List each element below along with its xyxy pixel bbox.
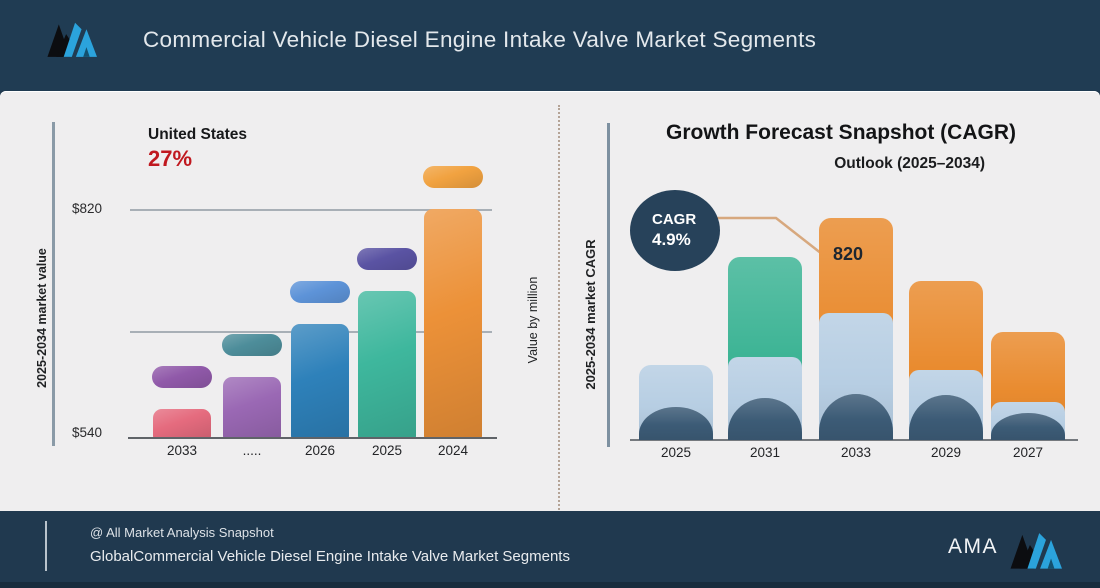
footer-report-title: GlobalCommercial Vehicle Diesel Engine I…: [90, 548, 570, 565]
x-label-2033: 2033: [166, 443, 198, 458]
ama-logo-icon: [1010, 533, 1062, 569]
x-label-2033: 2033: [840, 445, 872, 460]
bar-segment-2029-navy: [909, 395, 983, 440]
footer-snapshot-text: @ All Market Analysis Snapshot: [90, 525, 274, 540]
bar-.....: [223, 376, 281, 439]
cagr-badge-value: 4.9%: [652, 230, 691, 250]
panel-divider: [558, 105, 560, 581]
bar-2033: [153, 409, 211, 438]
bar-cap-.....: [222, 333, 282, 356]
right-chart-title: Growth Forecast Snapshot (CAGR): [665, 121, 1017, 144]
x-label-.....: .....: [242, 443, 262, 458]
left-chart-title: United States: [148, 126, 248, 143]
left-y-axis-line: [52, 122, 55, 446]
ama-logo-icon: [47, 22, 97, 57]
cagr-connector-line: [704, 216, 823, 255]
x-label-2024: 2024: [437, 443, 469, 458]
bar-2024: [424, 209, 482, 438]
left-x-axis-line: [128, 437, 497, 439]
bar-2026: [291, 323, 349, 438]
cagr-badge-label: CAGR: [652, 210, 697, 228]
footer-brand-text: AMA: [948, 535, 999, 558]
y-tick-820: $820: [72, 201, 103, 216]
right-chart-subtitle: Outlook (2025–2034): [834, 155, 985, 172]
bar-cap-2024: [423, 166, 483, 188]
x-label-2027: 2027: [1012, 445, 1044, 460]
footer-bar: @ All Market Analysis Snapshot GlobalCom…: [0, 511, 1100, 588]
left-y-axis-title: 2025-2034 market value: [35, 248, 49, 388]
page-title: Commercial Vehicle Diesel Engine Intake …: [143, 27, 817, 52]
left-chart-highlight: 27%: [148, 146, 193, 171]
x-label-2025: 2025: [371, 443, 403, 458]
cagr-badge: CAGR 4.9%: [630, 190, 720, 271]
x-label-2031: 2031: [749, 445, 781, 460]
footer-divider-line: [45, 521, 47, 571]
x-label-2025: 2025: [660, 445, 692, 460]
value-by-million-label: Value by million: [526, 276, 540, 364]
header-bar: Commercial Vehicle Diesel Engine Intake …: [0, 0, 1100, 91]
x-label-2026: 2026: [304, 443, 336, 458]
bar-2025: [358, 290, 416, 439]
x-label-2029: 2029: [930, 445, 962, 460]
right-y-axis-title: 2025-2034 market CAGR: [583, 239, 598, 390]
chart-card: 2025-2034 market value United States 27%…: [0, 91, 1100, 581]
right-x-axis-line: [630, 439, 1078, 441]
data-label-820: 820: [833, 244, 864, 264]
bar-cap-2033: [152, 366, 212, 389]
y-tick-540: $540: [72, 425, 103, 440]
right-y-axis-line: [607, 123, 610, 447]
bar-cap-2025: [357, 247, 417, 270]
bar-cap-2026: [290, 280, 350, 303]
gridline-820: [130, 209, 492, 211]
